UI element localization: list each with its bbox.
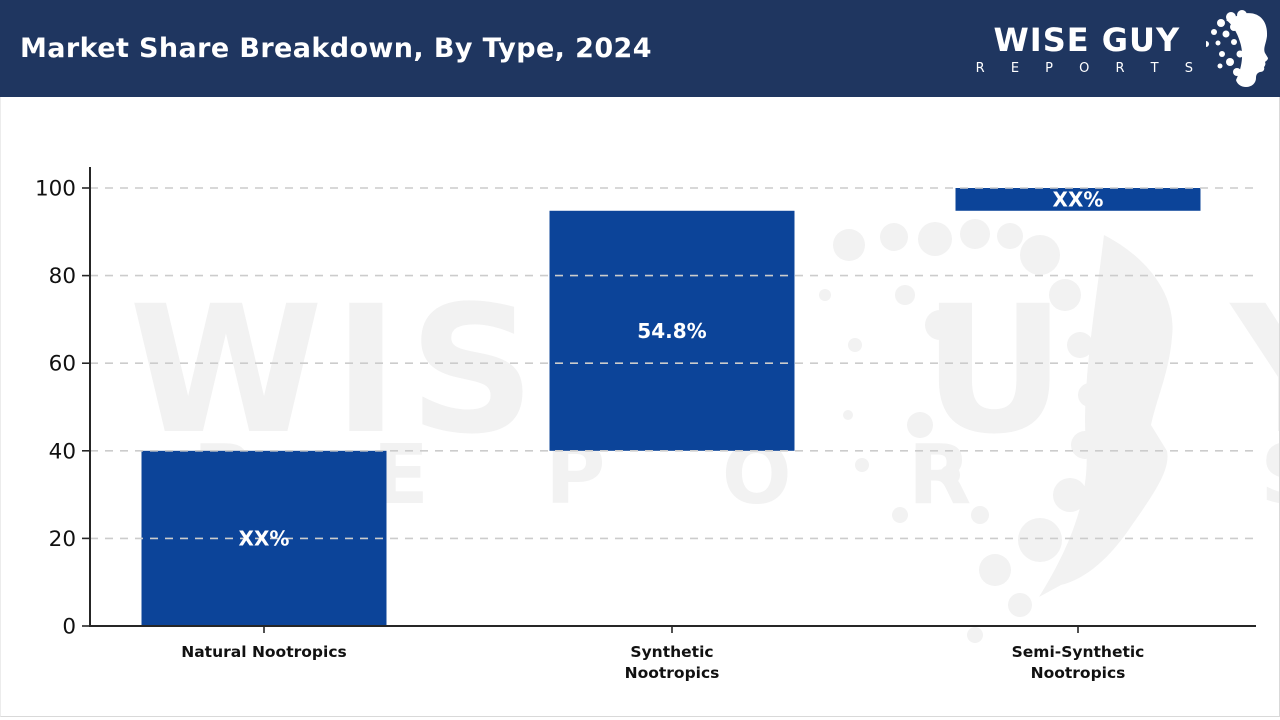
brand-face-icon xyxy=(1206,10,1268,87)
brand-text: WISE GUY R E P O R T S xyxy=(970,24,1204,76)
y-tick-label-20: 20 xyxy=(49,527,76,552)
chart-plot: 0 20 40 60 80 100 XX% 54.8% XX% Natural Nootropic… xyxy=(35,167,1256,682)
brand-logo: WISE GUY R E P O R T S xyxy=(970,8,1270,92)
header-bar: Market Share Breakdown, By Type, 2024 WI… xyxy=(0,0,1280,97)
y-tick-label-100: 100 xyxy=(35,177,76,202)
bar-value-label-3: XX% xyxy=(1053,187,1104,211)
x-category-label-3: Semi-Synthetic Nootropics xyxy=(1012,643,1145,682)
y-tick-label-40: 40 xyxy=(49,439,76,464)
bar-value-label-1: XX% xyxy=(239,526,290,550)
bar-value-label-2: 54.8% xyxy=(637,319,706,343)
x-category-label-2: Synthetic Nootropics xyxy=(625,643,720,682)
brand-subname: R E P O R T S xyxy=(975,60,1204,76)
y-tick-label-0: 0 xyxy=(62,615,76,640)
y-tick-label-80: 80 xyxy=(49,264,76,289)
page-title: Market Share Breakdown, By Type, 2024 xyxy=(20,33,652,64)
brand-name: WISE GUY xyxy=(993,21,1181,60)
y-tick-label-60: 60 xyxy=(49,352,76,377)
x-category-label-1: Natural Nootropics xyxy=(181,643,346,661)
bar-3 xyxy=(955,188,1201,211)
chart-card: WISE G U Y R E P O R T S 020406080100XX%… xyxy=(0,97,1280,717)
bar-2 xyxy=(549,210,795,451)
